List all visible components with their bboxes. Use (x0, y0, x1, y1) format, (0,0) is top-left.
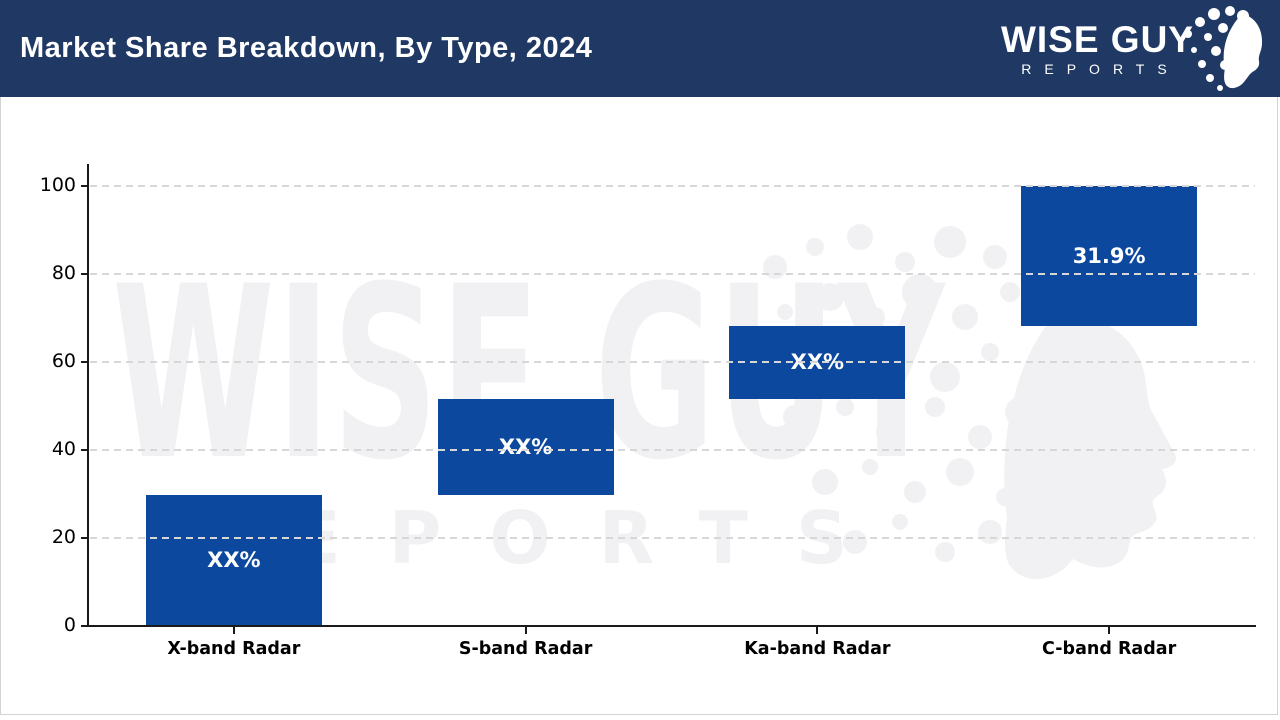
y-tick-label-40: 40 (51, 438, 76, 460)
y-tick-label-60: 60 (51, 350, 76, 372)
x-tick-0 (232, 627, 235, 634)
gridline-y20 (90, 537, 1255, 539)
logo-face-icon (1184, 5, 1263, 91)
y-tick-label-80: 80 (51, 262, 76, 284)
page-title: Market Share Breakdown, By Type, 2024 (20, 32, 593, 64)
y-tick-label-100: 100 (39, 174, 76, 196)
gridline-y60 (90, 361, 1255, 363)
wiseguy-logo: WISE GUY REPORTS (1001, 4, 1266, 94)
y-tick-label-20: 20 (51, 526, 76, 548)
bar-value-label: XX% (498, 434, 553, 459)
y-tick-20 (81, 537, 88, 539)
bar-value-label: 31.9% (1072, 244, 1146, 269)
bar-x-band-radar: XX% (145, 494, 322, 626)
x-category-label: S-band Radar (458, 639, 593, 659)
x-category-label: C-band Radar (1042, 639, 1177, 659)
logo-tagline: REPORTS (1021, 60, 1180, 77)
x-tick-1 (524, 627, 527, 634)
y-tick-100 (81, 185, 88, 187)
y-tick-60 (81, 361, 88, 363)
y-tick-0 (81, 625, 88, 627)
x-category-label: Ka-band Radar (744, 639, 891, 659)
x-tick-2 (816, 627, 819, 634)
bar-value-label: XX% (207, 548, 261, 573)
gridline-y40 (90, 449, 1255, 451)
x-category-label: X-band Radar (167, 639, 301, 659)
x-tick-3 (1108, 627, 1111, 634)
gridline-y80 (90, 273, 1255, 275)
header-banner: Market Share Breakdown, By Type, 2024 WI… (0, 0, 1280, 97)
gridline-y100 (90, 185, 1255, 187)
x-axis-line (87, 625, 1256, 627)
bar-c-band-radar: 31.9% (1021, 186, 1198, 327)
y-tick-80 (81, 273, 88, 275)
y-tick-40 (81, 449, 88, 451)
bar-s-band-radar: XX% (437, 398, 614, 495)
logo-wordmark: WISE GUY (1000, 18, 1194, 60)
y-tick-label-0: 0 (63, 614, 76, 636)
y-axis-line (87, 164, 89, 627)
logo-wordmark-block: WISE GUY REPORTS (1001, 21, 1194, 77)
